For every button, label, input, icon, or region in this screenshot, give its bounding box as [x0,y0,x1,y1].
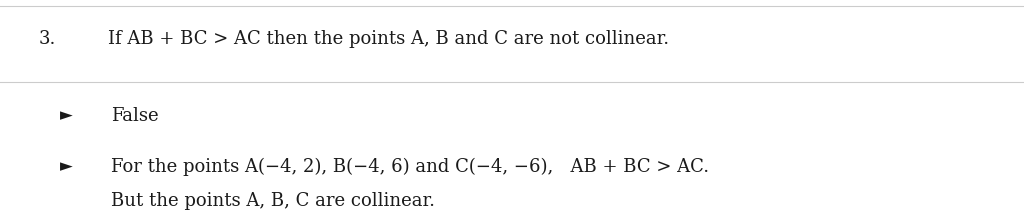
Text: ►: ► [60,158,73,175]
Text: False: False [111,107,159,125]
Text: If AB + BC > AC then the points A, B and C are not collinear.: If AB + BC > AC then the points A, B and… [108,30,669,48]
Text: ►: ► [60,107,73,124]
Text: But the points A, B, C are collinear.: But the points A, B, C are collinear. [111,192,434,210]
Text: For the points A(−4, 2), B(−4, 6) and C(−4, −6),   AB + BC > AC.: For the points A(−4, 2), B(−4, 6) and C(… [111,158,709,176]
Text: 3.: 3. [39,30,56,48]
